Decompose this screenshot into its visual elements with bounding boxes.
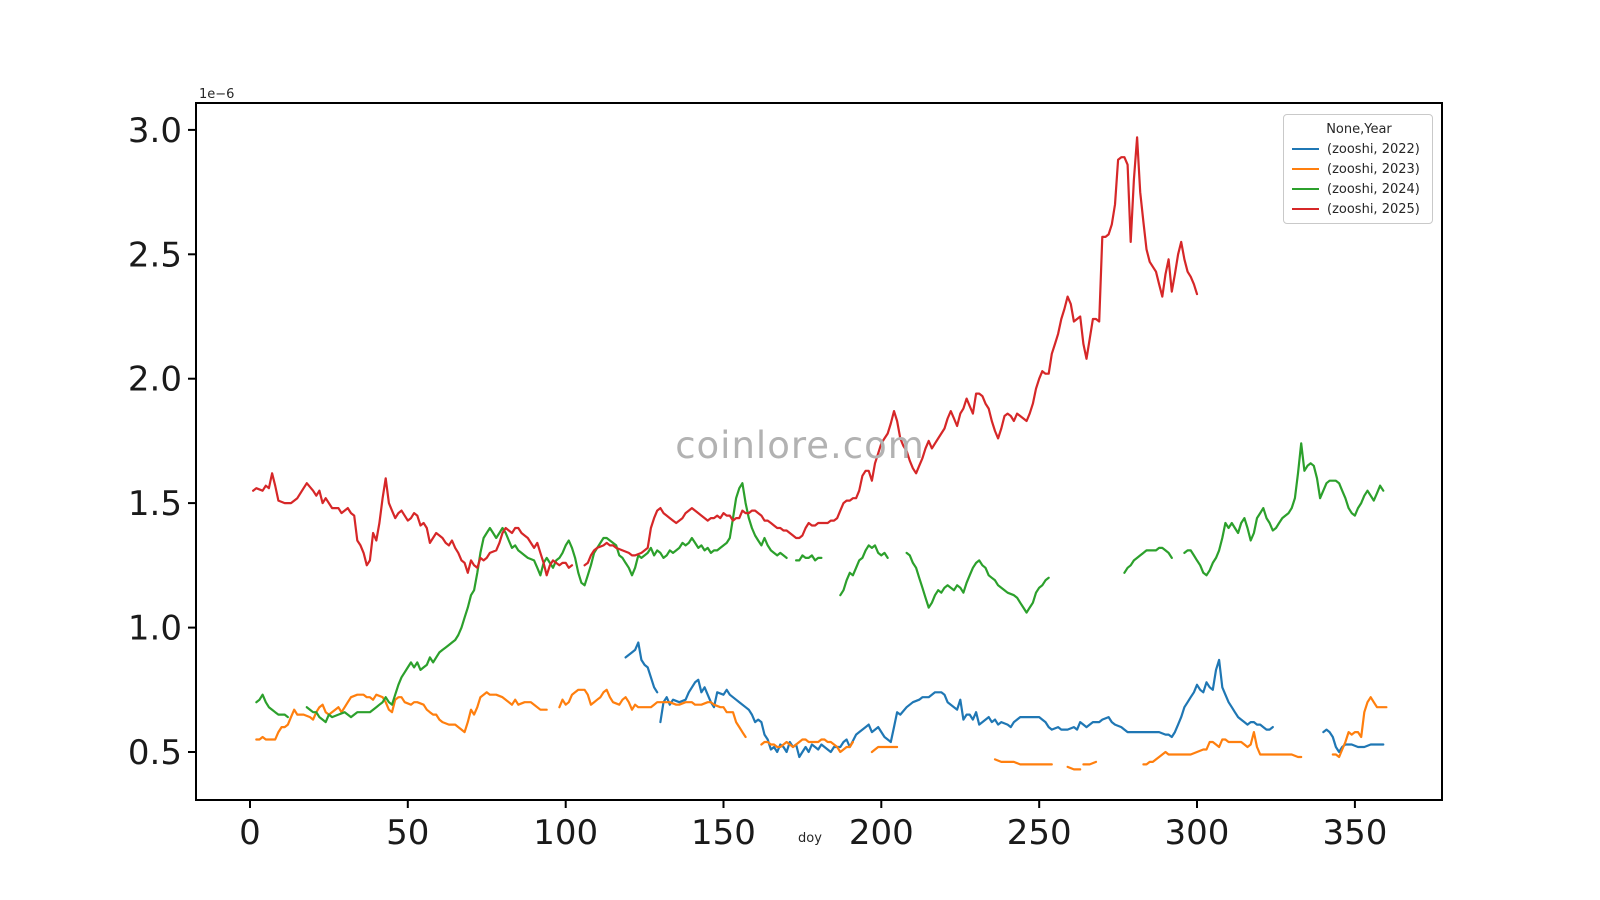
series-line-zooshi-2024 (839, 544, 889, 597)
series-line-zooshi-2022 (659, 658, 1274, 759)
x-tick-label: 0 (239, 813, 261, 853)
y-tick-label: 0.5 (128, 733, 182, 773)
series-line-zooshi-2024 (794, 554, 823, 562)
legend-item: (zooshi, 2024) (1292, 182, 1426, 197)
series-line-zooshi-2024 (255, 693, 289, 719)
series-line-zooshi-2023 (760, 738, 855, 754)
x-tick-label: 200 (849, 813, 914, 853)
series-line-zooshi-2024 (905, 551, 1050, 614)
series-line-zooshi-2023 (255, 691, 548, 741)
legend-item: (zooshi, 2025) (1292, 202, 1426, 217)
series-line-zooshi-2023 (870, 745, 899, 754)
legend-line-swatch (1292, 148, 1319, 150)
x-tick-label: 150 (691, 813, 756, 853)
legend-title: None,Year (1326, 121, 1392, 137)
series-line-zooshi-2024 (1183, 442, 1385, 577)
series-line-zooshi-2024 (1123, 546, 1173, 574)
series-line-zooshi-2023 (558, 688, 747, 739)
series-line-zooshi-2022 (624, 641, 659, 694)
series-line-zooshi-2025 (252, 472, 574, 577)
legend-item-label: (zooshi, 2025) (1327, 201, 1420, 217)
series-line-zooshi-2024 (305, 482, 788, 724)
y-axis-offset-text: 1e−6 (199, 87, 235, 102)
x-tick-label: 100 (533, 813, 598, 853)
y-tick-label: 3.0 (128, 111, 182, 151)
legend-line-swatch (1292, 188, 1319, 190)
x-tick-label: 250 (1007, 813, 1072, 853)
x-axis-label: doy (798, 831, 822, 846)
y-tick-label: 1.5 (128, 484, 182, 524)
legend-item: (zooshi, 2022) (1292, 142, 1426, 157)
y-tick-label: 1.0 (128, 609, 182, 649)
x-tick-label: 350 (1322, 813, 1387, 853)
legend-line-swatch (1292, 168, 1319, 170)
y-tick-label: 2.5 (128, 235, 182, 275)
series-line-zooshi-2023 (993, 758, 1053, 766)
series-line-zooshi-2023 (1066, 765, 1082, 771)
legend-item-label: (zooshi, 2023) (1327, 161, 1420, 177)
series-line-zooshi-2023 (1331, 696, 1388, 759)
legend-box: None,Year (zooshi, 2022) (zooshi, 2023) (z… (1283, 114, 1433, 224)
series-line-zooshi-2025 (583, 136, 1199, 567)
plot-border (195, 102, 1443, 801)
legend-item-label: (zooshi, 2022) (1327, 141, 1420, 157)
y-tick-label: 2.0 (128, 360, 182, 400)
watermark: coinlore.com (675, 424, 925, 467)
legend-item-label: (zooshi, 2024) (1327, 181, 1420, 197)
legend-item: (zooshi, 2023) (1292, 162, 1426, 177)
series-line-zooshi-2023 (1082, 760, 1098, 766)
x-tick-label: 300 (1165, 813, 1230, 853)
x-tick-label: 50 (386, 813, 429, 853)
legend-line-swatch (1292, 208, 1319, 210)
series-line-zooshi-2023 (1142, 730, 1303, 766)
